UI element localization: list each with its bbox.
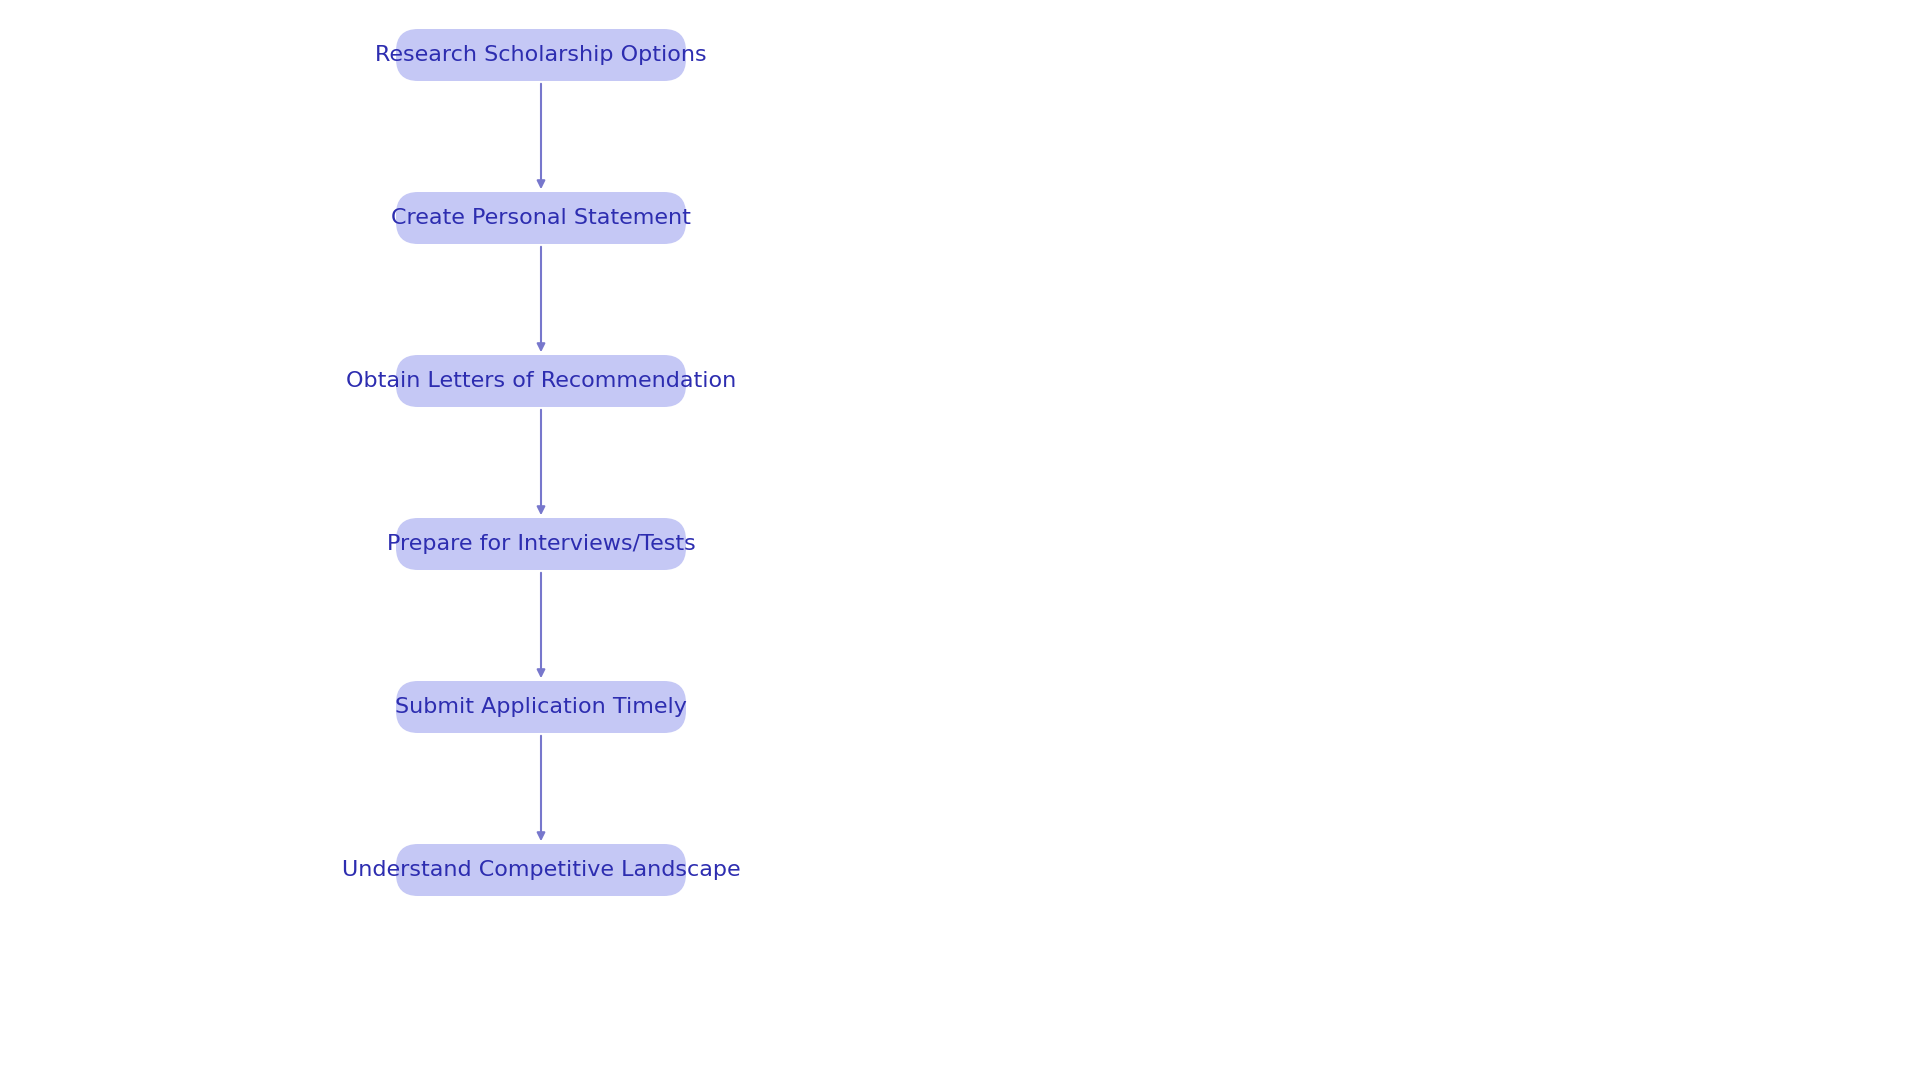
Text: Obtain Letters of Recommendation: Obtain Letters of Recommendation bbox=[346, 371, 735, 391]
FancyBboxPatch shape bbox=[396, 192, 685, 244]
Text: Prepare for Interviews/Tests: Prepare for Interviews/Tests bbox=[386, 534, 695, 554]
FancyBboxPatch shape bbox=[396, 681, 685, 733]
Text: Research Scholarship Options: Research Scholarship Options bbox=[374, 45, 707, 65]
FancyBboxPatch shape bbox=[396, 844, 685, 896]
FancyBboxPatch shape bbox=[396, 518, 685, 570]
Text: Submit Application Timely: Submit Application Timely bbox=[396, 697, 687, 717]
FancyBboxPatch shape bbox=[396, 29, 685, 81]
Text: Understand Competitive Landscape: Understand Competitive Landscape bbox=[342, 860, 741, 880]
Text: Create Personal Statement: Create Personal Statement bbox=[392, 208, 691, 229]
FancyBboxPatch shape bbox=[396, 355, 685, 407]
